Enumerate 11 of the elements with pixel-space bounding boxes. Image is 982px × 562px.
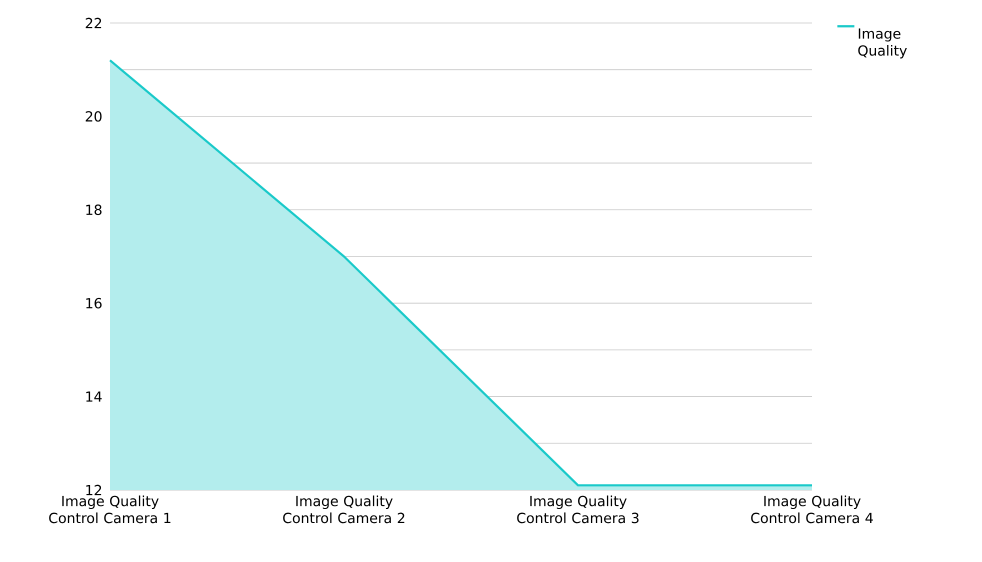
x-tick-label: Image Quality Control Camera 3 xyxy=(517,496,639,524)
y-tick-label: 18 xyxy=(86,204,102,216)
y-tick-label: 20 xyxy=(86,111,102,122)
x-tick-label: Image Quality Control Camera 1 xyxy=(49,496,170,524)
x-tick-label: Image Quality Control Camera 2 xyxy=(283,496,404,524)
y-tick-label: 14 xyxy=(86,391,102,402)
y-tick-label: 22 xyxy=(86,18,102,28)
legend-label: Image Quality xyxy=(858,28,907,58)
y-tick-label: 12 xyxy=(86,484,102,496)
x-tick-label: Image Quality Control Camera 4 xyxy=(751,496,873,524)
y-tick-label: 16 xyxy=(86,298,102,308)
